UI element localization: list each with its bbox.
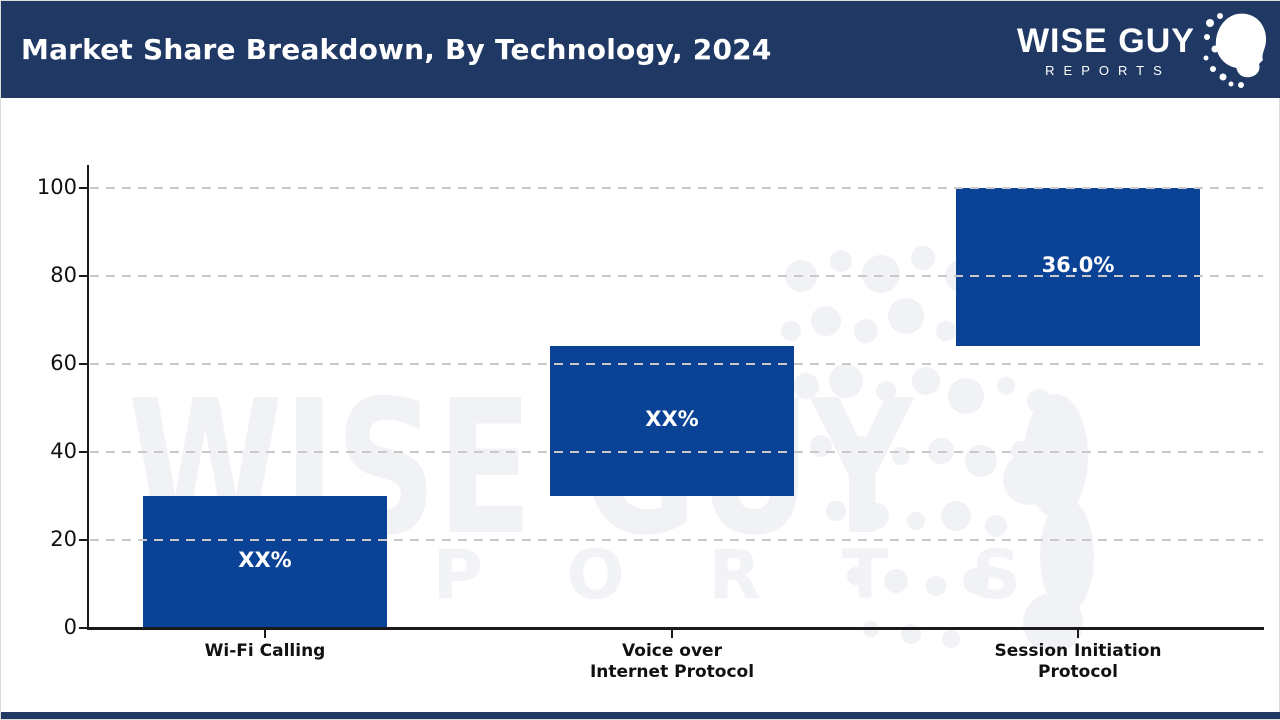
gridline: [90, 363, 1263, 365]
brand-logo: WISE GUY REPORTS: [1017, 9, 1280, 91]
bar: [956, 188, 1200, 347]
x-tick-label-line: Voice over: [622, 641, 722, 661]
x-tick-label-line: Wi-Fi Calling: [204, 641, 326, 661]
x-tick-mark: [264, 630, 266, 638]
x-tick-mark: [671, 630, 673, 638]
bar: [143, 496, 387, 628]
x-tick-label: Wi-Fi Calling: [105, 641, 425, 662]
header-bar: Market Share Breakdown, By Technology, 2…: [1, 1, 1280, 98]
y-tick-mark: [79, 627, 87, 629]
gridline: [90, 539, 1263, 541]
logo-head-icon: [1203, 12, 1267, 88]
y-tick-label: 80: [50, 263, 77, 287]
x-tick-label: Voice over Internet Protocol: [512, 641, 832, 683]
x-tick-mark: [1077, 630, 1079, 638]
chart-area: WISE GUY REPORTS: [1, 98, 1280, 714]
logo-wordmark-block: WISE GUY REPORTS: [1017, 22, 1195, 78]
y-axis-line: [87, 165, 89, 630]
y-tick-label: 0: [63, 615, 77, 639]
y-tick-label: 40: [50, 439, 77, 463]
x-tick-label: Session Initiation Protocol: [918, 641, 1238, 683]
x-axis-line: [87, 627, 1264, 630]
bar: [550, 346, 794, 496]
y-tick-label: 100: [36, 175, 77, 199]
y-tick-mark: [79, 451, 87, 453]
x-tick-label-line: Session Initiation: [994, 641, 1162, 661]
bar-value-label: XX%: [238, 548, 292, 572]
y-tick-label: 60: [50, 351, 77, 375]
y-tick-mark: [79, 275, 87, 277]
gridline: [90, 187, 1263, 189]
logo-subtext: REPORTS: [1045, 62, 1171, 78]
y-tick-mark: [79, 187, 87, 189]
footer-bar: [1, 712, 1280, 719]
bar-value-label: XX%: [645, 407, 699, 432]
x-tick-label-line: Internet Protocol: [589, 662, 755, 682]
y-tick-label: 20: [50, 527, 77, 551]
bar-value-label: 36.0%: [1041, 253, 1115, 278]
page-title: Market Share Breakdown, By Technology, 2…: [21, 33, 772, 66]
gridline: [90, 275, 1263, 277]
gridline: [90, 451, 1263, 453]
y-tick-mark: [79, 539, 87, 541]
x-tick-label-line: Protocol: [1038, 662, 1118, 682]
watermark-head-icon: [781, 246, 1094, 653]
y-tick-mark: [79, 363, 87, 365]
logo-wordmark: WISE GUY: [1016, 21, 1195, 60]
